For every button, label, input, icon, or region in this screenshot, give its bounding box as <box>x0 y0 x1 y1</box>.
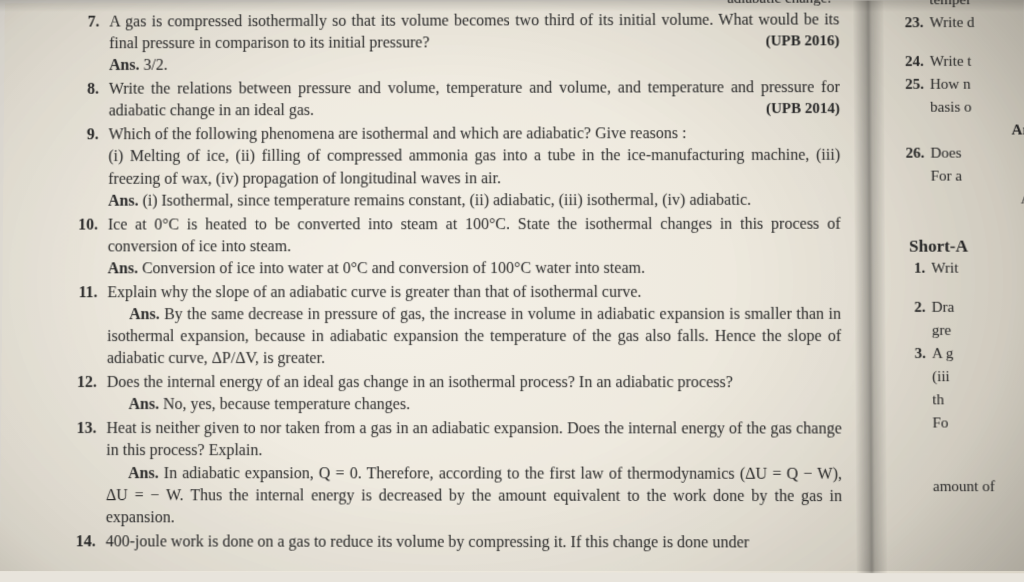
answer-text: (i) Isothermal, since temperature remain… <box>138 191 751 209</box>
question-number: 12. <box>71 372 107 416</box>
question-text: gre <box>932 321 1024 342</box>
question-number: 11. <box>71 282 107 370</box>
question-text: A g <box>932 344 1024 365</box>
question-text: A <box>931 189 1024 210</box>
question-number: 1. <box>905 259 931 280</box>
right-q25-cont: basis o <box>904 98 1024 119</box>
question-number: 14. <box>70 531 106 553</box>
question-text: Write the relations between pressure and… <box>109 79 840 119</box>
answer-text: In adiabatic expansion, Q = 0. Therefore… <box>106 465 842 526</box>
answer-label: Ans. <box>108 260 139 277</box>
question-text: Writ <box>931 259 1024 280</box>
right-s1: 1. Writ <box>905 259 1024 280</box>
question-9: 9. Which of the following phenomena are … <box>72 123 840 212</box>
question-number: 3. <box>906 344 932 365</box>
question-body: Ice at 0°C is heated to be converted int… <box>108 213 841 280</box>
question-number: 25. <box>904 75 930 96</box>
right-q25-cont2: An <box>904 121 1024 142</box>
question-number: 10. <box>72 214 108 280</box>
question-number: 13. <box>70 418 107 529</box>
question-7: 7. A gas is compressed isothermally so t… <box>73 10 839 78</box>
right-s3-cont3: Fo <box>906 413 1024 434</box>
question-8: 8. Write the relations between pressure … <box>73 77 840 123</box>
question-number: 9. <box>72 125 108 213</box>
question-text: Which of the following phenomena are iso… <box>108 126 686 144</box>
question-text: Does the internal energy of an ideal gas… <box>107 374 733 391</box>
answer-text: No, yes, because temperature changes. <box>159 396 410 413</box>
question-number: 26. <box>904 144 930 165</box>
answer-text: Conversion of ice into water at 0°C and … <box>138 260 645 277</box>
question-number: 23. <box>903 13 929 34</box>
question-text: A gas is compressed isothermally so that… <box>109 11 839 52</box>
question-text: th <box>932 390 1024 411</box>
answer-label: Ans. <box>128 465 159 482</box>
page-surface: adiabatic change. 7. A gas is compressed… <box>0 0 1024 573</box>
question-body: Which of the following phenomena are iso… <box>108 123 840 212</box>
question-10: 10. Ice at 0°C is heated to be converted… <box>72 213 841 280</box>
partial-line: temper <box>903 0 1024 11</box>
question-number: 8. <box>73 79 109 123</box>
left-page-column: adiabatic change. 7. A gas is compressed… <box>30 0 863 582</box>
question-text: Does <box>930 143 1024 164</box>
question-text: An <box>930 121 1024 142</box>
question-text: basis o <box>930 98 1024 119</box>
question-body: Does the internal energy of an ideal gas… <box>107 372 842 417</box>
question-text: 400-joule work is done on a gas to reduc… <box>106 533 750 551</box>
question-text: (iii <box>932 367 1024 388</box>
question-number: 2. <box>905 298 931 319</box>
question-body: Explain why the slope of an adiabatic cu… <box>107 282 841 371</box>
right-q25: 25. How n <box>904 75 1024 96</box>
answer-text: 3/2. <box>139 57 167 74</box>
question-text: How n <box>930 75 1024 96</box>
answer-label: Ans. <box>108 192 139 209</box>
question-text: Dra <box>932 298 1024 319</box>
question-text: Fo <box>932 413 1024 434</box>
right-q26-cont: For a <box>904 166 1024 187</box>
question-body: Heat is neither given to nor taken from … <box>106 418 843 530</box>
question-text: Write d <box>929 13 1024 34</box>
question-text: For a <box>931 166 1024 187</box>
source-tag: (UPB 2016) <box>766 31 840 52</box>
section-heading-short: Short-A <box>909 237 1024 257</box>
partial-line-top: adiabatic change. <box>74 0 839 10</box>
question-14: 14. 400-joule work is done on a gas to r… <box>70 531 843 555</box>
question-number: 7. <box>73 12 109 77</box>
question-body: Write the relations between pressure and… <box>109 77 840 122</box>
question-11: 11. Explain why the slope of an adiabati… <box>71 282 841 371</box>
question-subitems: (i) Melting of ice, (ii) filling of comp… <box>108 147 840 187</box>
right-q24: 24. Write t <box>904 52 1024 73</box>
partial-text: amount of <box>933 477 1024 498</box>
right-q26: 26. Does <box>904 143 1024 164</box>
answer-label: Ans. <box>109 57 139 74</box>
right-s2-cont: gre <box>906 321 1024 342</box>
source-tag: (UPB 2014) <box>766 99 840 120</box>
answer-label: Ans. <box>129 306 160 323</box>
right-page-column: temper 23. Write d 24. Write t 25. How n… <box>883 0 1024 582</box>
partial-text: temper <box>929 0 1024 11</box>
right-s2: 2. Dra <box>905 298 1024 319</box>
question-number: 24. <box>904 52 930 73</box>
question-text: Explain why the slope of an adiabatic cu… <box>107 284 641 301</box>
question-13: 13. Heat is neither given to nor taken f… <box>70 418 842 530</box>
question-text: Heat is neither given to nor taken from … <box>106 420 842 459</box>
question-text: Write t <box>930 52 1024 73</box>
right-q26-cont2: A <box>905 189 1024 210</box>
answer-text: By the same decrease in pressure of gas,… <box>107 306 841 367</box>
right-q23: 23. Write d <box>903 13 1024 34</box>
question-body: A gas is compressed isothermally so that… <box>109 10 840 78</box>
partial-bottom: amount of <box>907 477 1024 498</box>
question-body: 400-joule work is done on a gas to reduc… <box>106 531 843 554</box>
right-s3-cont2: th <box>906 390 1024 411</box>
answer-label: Ans. <box>128 396 159 413</box>
question-12: 12. Does the internal energy of an ideal… <box>71 372 842 417</box>
right-s3-cont: (iii <box>906 367 1024 388</box>
question-text: Ice at 0°C is heated to be converted int… <box>108 215 841 255</box>
right-s3: 3. A g <box>906 344 1024 365</box>
